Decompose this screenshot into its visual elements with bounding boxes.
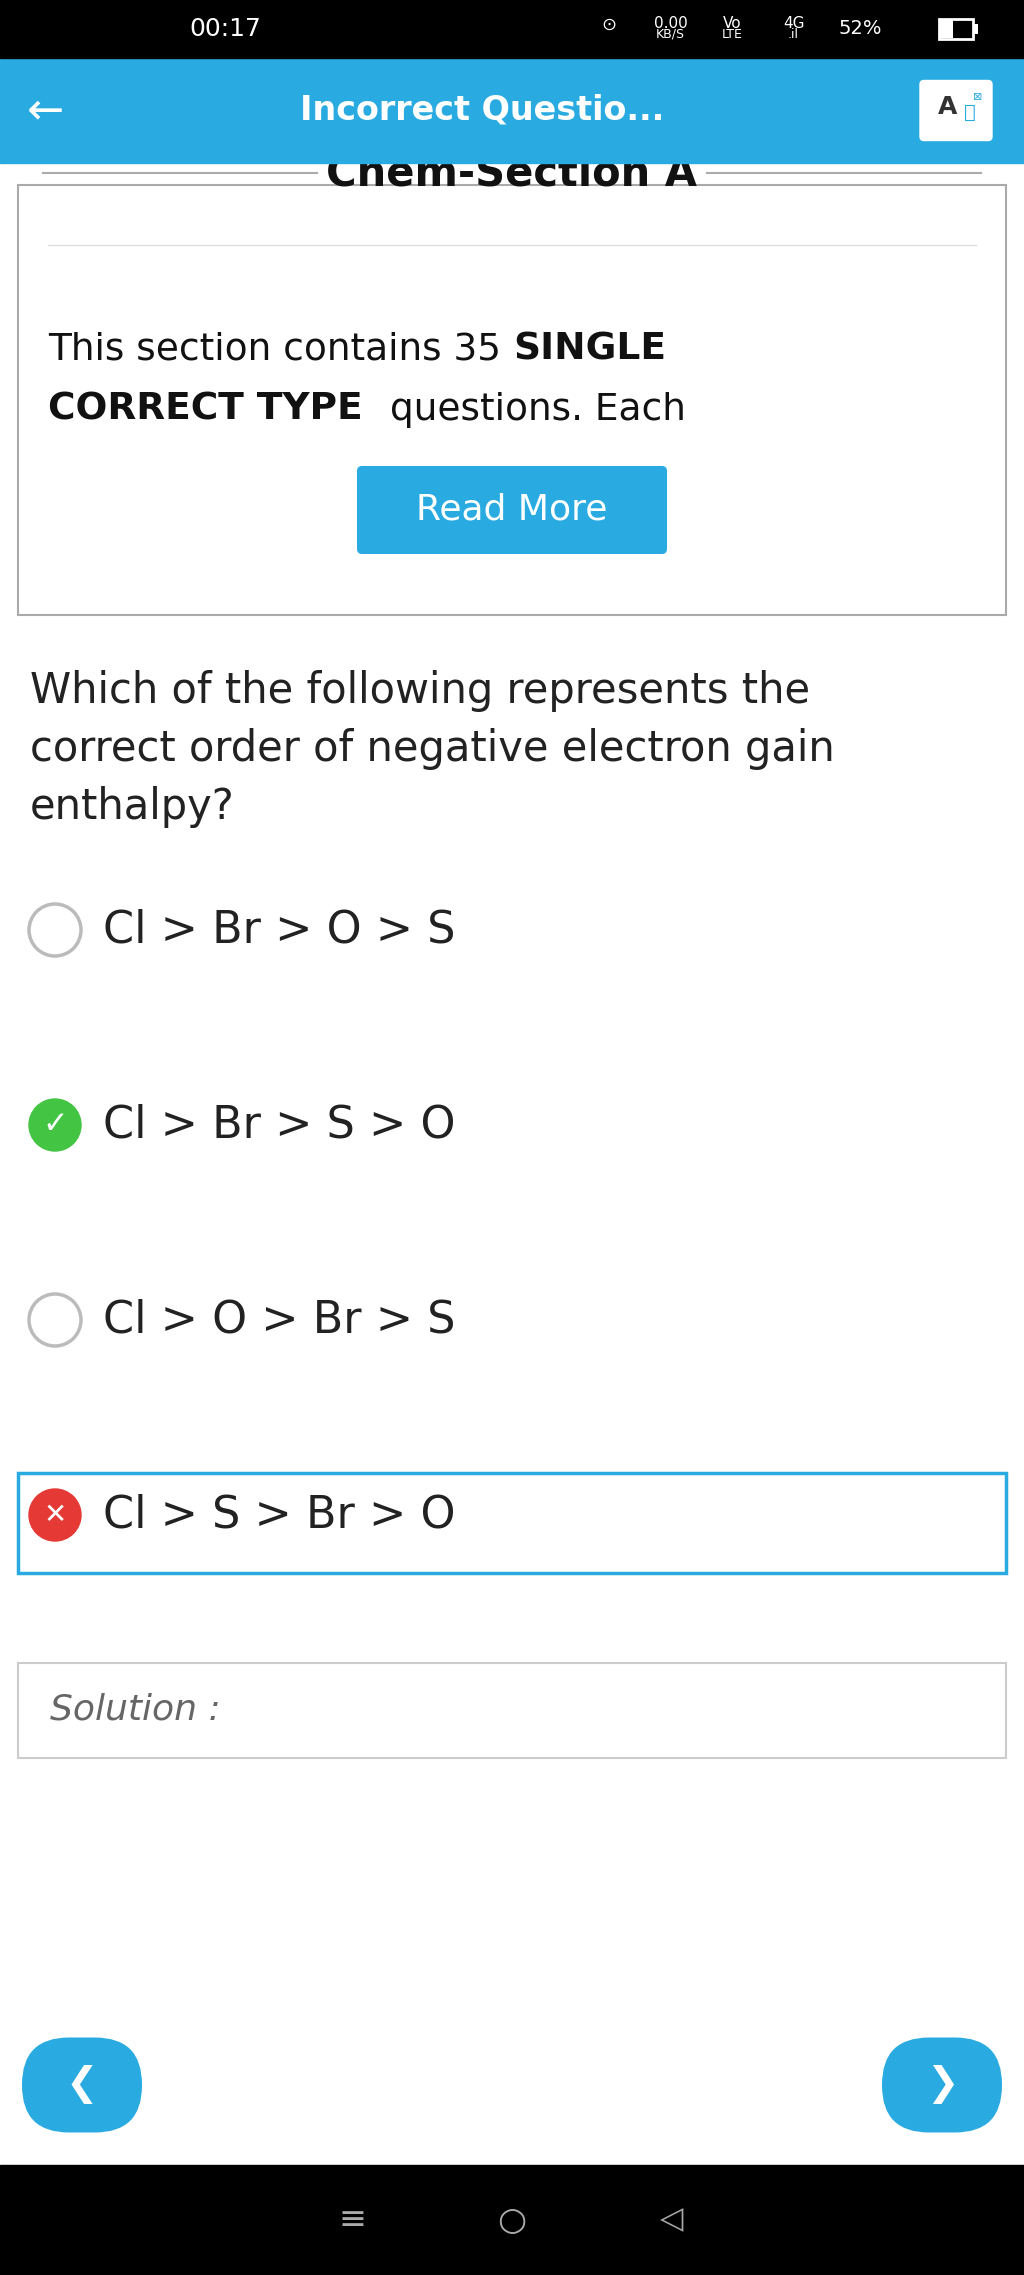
FancyBboxPatch shape xyxy=(18,184,1006,614)
Text: ❯: ❯ xyxy=(926,2066,958,2104)
Text: correct order of negative electron gain: correct order of negative electron gain xyxy=(30,728,835,769)
Text: This section contains 35: This section contains 35 xyxy=(48,332,513,369)
Text: KB/S: KB/S xyxy=(656,27,685,41)
FancyBboxPatch shape xyxy=(18,1472,1006,1572)
Text: 文: 文 xyxy=(965,102,976,123)
Text: Cl > O > Br > S: Cl > O > Br > S xyxy=(103,1299,456,1342)
Bar xyxy=(939,18,974,39)
Text: ⊠: ⊠ xyxy=(974,91,983,102)
Text: CORRECT TYPE: CORRECT TYPE xyxy=(48,391,362,428)
Circle shape xyxy=(29,1099,81,1151)
Bar xyxy=(0,2166,1024,2275)
FancyBboxPatch shape xyxy=(882,2038,1002,2132)
Text: Cl > Br > O > S: Cl > Br > O > S xyxy=(103,908,456,951)
Text: A: A xyxy=(938,96,957,121)
Text: 0.00: 0.00 xyxy=(654,16,687,32)
Text: .il: .il xyxy=(788,27,799,41)
Bar xyxy=(0,2004,1024,2166)
FancyBboxPatch shape xyxy=(357,466,667,555)
Text: Read More: Read More xyxy=(417,494,607,528)
FancyBboxPatch shape xyxy=(920,80,992,141)
Text: Solution :: Solution : xyxy=(50,1693,220,1727)
Text: SINGLE: SINGLE xyxy=(513,332,666,369)
Text: Incorrect Questio...: Incorrect Questio... xyxy=(300,93,665,127)
Text: ←: ← xyxy=(27,89,63,132)
Text: Cl > S > Br > O: Cl > S > Br > O xyxy=(103,1492,456,1536)
Text: ⊙: ⊙ xyxy=(602,16,616,34)
Text: ◁: ◁ xyxy=(660,2204,684,2234)
FancyBboxPatch shape xyxy=(22,2038,142,2132)
Bar xyxy=(0,0,1024,57)
Text: questions. Each: questions. Each xyxy=(378,391,686,428)
Text: LTE: LTE xyxy=(722,27,742,41)
Bar xyxy=(940,20,953,39)
Text: ❮: ❮ xyxy=(66,2066,98,2104)
Text: Vo: Vo xyxy=(723,16,741,32)
Text: Cl > Br > S > O: Cl > Br > S > O xyxy=(103,1103,456,1147)
Text: Chem-Section A: Chem-Section A xyxy=(327,152,697,193)
Text: 52%: 52% xyxy=(839,20,882,39)
Text: 00:17: 00:17 xyxy=(189,16,261,41)
Text: 4G: 4G xyxy=(783,16,804,32)
Text: ✕: ✕ xyxy=(43,1502,67,1529)
Bar xyxy=(0,164,1024,2004)
Text: ✓: ✓ xyxy=(42,1110,68,1140)
Text: ≡: ≡ xyxy=(338,2204,366,2236)
Bar xyxy=(974,25,979,34)
Text: enthalpy?: enthalpy? xyxy=(30,785,234,828)
Text: ○: ○ xyxy=(498,2204,526,2236)
FancyBboxPatch shape xyxy=(18,1663,1006,1759)
Bar xyxy=(0,57,1024,164)
Circle shape xyxy=(29,1490,81,1540)
Text: Which of the following represents the: Which of the following represents the xyxy=(30,671,810,712)
